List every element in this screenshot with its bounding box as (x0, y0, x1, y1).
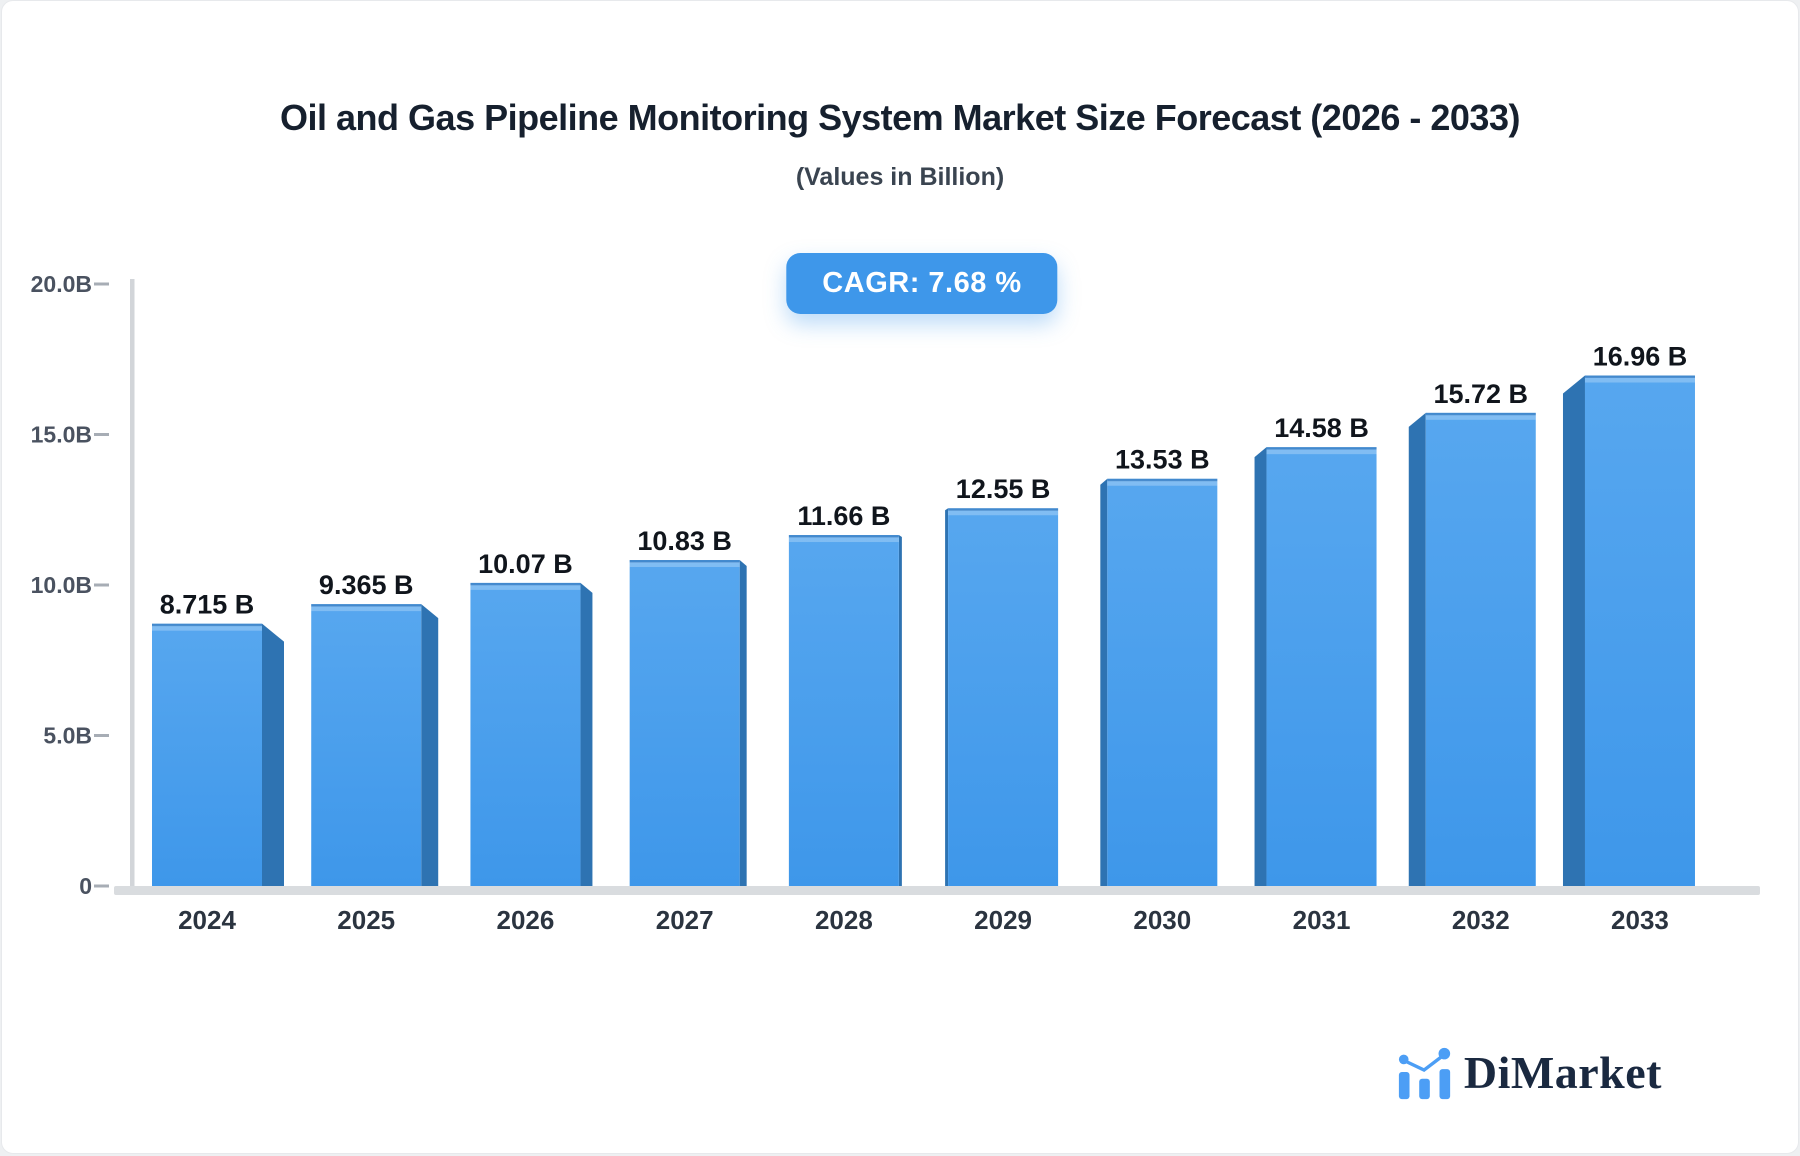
y-tick-label: 0 (79, 873, 92, 899)
bar-top-edge (1584, 375, 1695, 379)
bar-value-label: 15.72 B (1433, 379, 1528, 409)
bar-front-face (788, 535, 899, 886)
bar-top-edge (629, 560, 740, 563)
y-tick-label: 5.0B (43, 723, 92, 749)
bar-top-edge (152, 623, 262, 627)
bar-side-face (739, 560, 747, 886)
bar-top-highlight (948, 510, 1059, 516)
bar-side-face (421, 604, 439, 886)
chart-title: Oil and Gas Pipeline Monitoring System M… (280, 97, 1520, 138)
bar-2026: 10.07 B 2026 (470, 549, 593, 935)
bar-chart-logo-icon (1398, 1047, 1450, 1100)
cagr-badge: CAGR: 7.68 % (786, 253, 1058, 314)
bar-top-edge (1266, 447, 1377, 450)
bar-top-highlight (1425, 414, 1536, 420)
bar-front-face (1425, 412, 1536, 886)
y-tick-label: 15.0B (31, 422, 92, 448)
bar-2024: 8.715 B 2024 (152, 590, 284, 935)
bar-top-highlight (152, 625, 262, 631)
bar-top-highlight (629, 562, 740, 568)
bar-side-face (898, 535, 902, 886)
bar-value-label: 16.96 B (1593, 342, 1688, 372)
x-axis-year-label: 2032 (1452, 905, 1510, 935)
bar-side-face (945, 508, 949, 886)
bar-top-highlight (1584, 377, 1695, 383)
y-axis-line (130, 279, 135, 886)
y-tick-label: 20.0B (31, 271, 92, 297)
x-axis-year-label: 2024 (178, 905, 236, 935)
bar-value-label: 9.365 B (319, 570, 414, 600)
x-axis-year-label: 2025 (337, 905, 395, 935)
bar-2025: 9.365 B 2025 (311, 570, 439, 935)
bar-top-highlight (788, 537, 899, 543)
bar-top-edge (948, 508, 1059, 511)
bar-top-highlight (470, 584, 581, 590)
bar-side-face (1254, 447, 1267, 886)
bar-2033: 16.96 B 2033 (1562, 342, 1695, 935)
bar-top-edge (311, 604, 422, 607)
bar-2028: 11.66 B 2028 (788, 501, 902, 935)
y-tick-label: 10.0B (31, 572, 92, 598)
bar-side-face (580, 582, 593, 886)
bar-value-label: 11.66 B (797, 501, 890, 531)
bar-value-label: 10.83 B (637, 526, 732, 556)
bar-front-face (152, 623, 262, 886)
bar-front-face (1584, 375, 1695, 886)
bar-value-label: 8.715 B (160, 590, 255, 620)
x-axis-year-label: 2029 (974, 905, 1032, 935)
bar-side-face (1100, 478, 1108, 886)
bar-value-label: 12.55 B (956, 474, 1051, 504)
x-axis-floor (114, 886, 1760, 895)
y-tick-dash (94, 884, 109, 888)
y-tick-dash (94, 583, 109, 587)
bar-2029: 12.55 B 2029 (945, 474, 1059, 935)
bar-2031: 14.58 B 2031 (1254, 413, 1377, 935)
x-axis-year-label: 2027 (656, 905, 714, 935)
bar-2027: 10.83 B 2027 (629, 526, 747, 935)
bar-top-edge (788, 535, 899, 538)
bar-front-face (470, 582, 581, 886)
x-axis-year-label: 2028 (815, 905, 873, 935)
x-axis-year-label: 2026 (497, 905, 555, 935)
bar-top-highlight (1266, 449, 1377, 455)
x-axis-year-label: 2030 (1133, 905, 1191, 935)
y-tick-dash (94, 734, 109, 737)
bar-top-edge (470, 582, 581, 586)
bar-top-highlight (311, 606, 422, 612)
y-tick-dash (94, 433, 109, 436)
bar-front-face (311, 604, 422, 886)
bar-top-highlight (1107, 480, 1218, 486)
bar-top-edge (1107, 478, 1218, 482)
bar-front-face (629, 560, 740, 886)
bar-value-label: 14.58 B (1274, 413, 1369, 443)
bar-top-edge (1425, 412, 1536, 416)
bar-front-face (1107, 478, 1218, 886)
chart-subtitle: (Values in Billion) (795, 163, 1005, 191)
bar-2030: 13.53 B 2030 (1100, 445, 1218, 935)
bar-side-face (262, 623, 284, 886)
brand-logo: DiMarket (1396, 1043, 1662, 1101)
bar-front-face (1266, 447, 1377, 886)
bar-value-label: 10.07 B (478, 549, 573, 579)
bar-side-face (1408, 412, 1426, 886)
bar-2032: 15.72 B 2032 (1408, 379, 1536, 935)
bar-front-face (948, 508, 1059, 886)
brand-name: DiMarket (1463, 1046, 1662, 1098)
x-axis-year-label: 2031 (1293, 905, 1351, 935)
bar-side-face (1562, 375, 1585, 886)
y-tick-dash (94, 282, 109, 286)
bar-value-label: 13.53 B (1115, 445, 1210, 475)
x-axis-year-label: 2033 (1611, 905, 1669, 935)
